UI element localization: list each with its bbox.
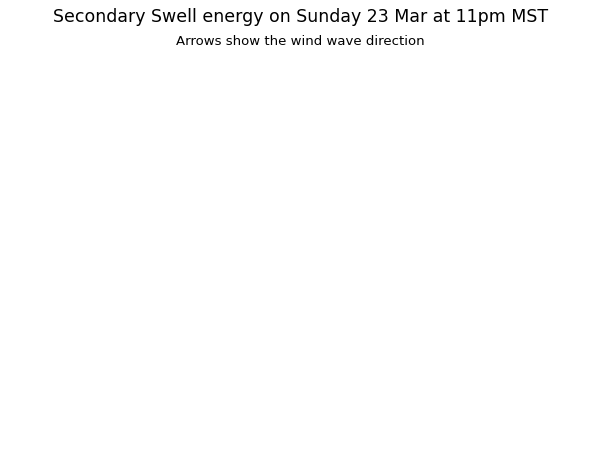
Text: Arrows show the wind wave direction: Arrows show the wind wave direction	[176, 35, 425, 48]
Text: cartopy required: cartopy required	[243, 251, 358, 265]
Text: Secondary Swell energy on Sunday 23 Mar at 11pm MST: Secondary Swell energy on Sunday 23 Mar …	[53, 8, 548, 26]
